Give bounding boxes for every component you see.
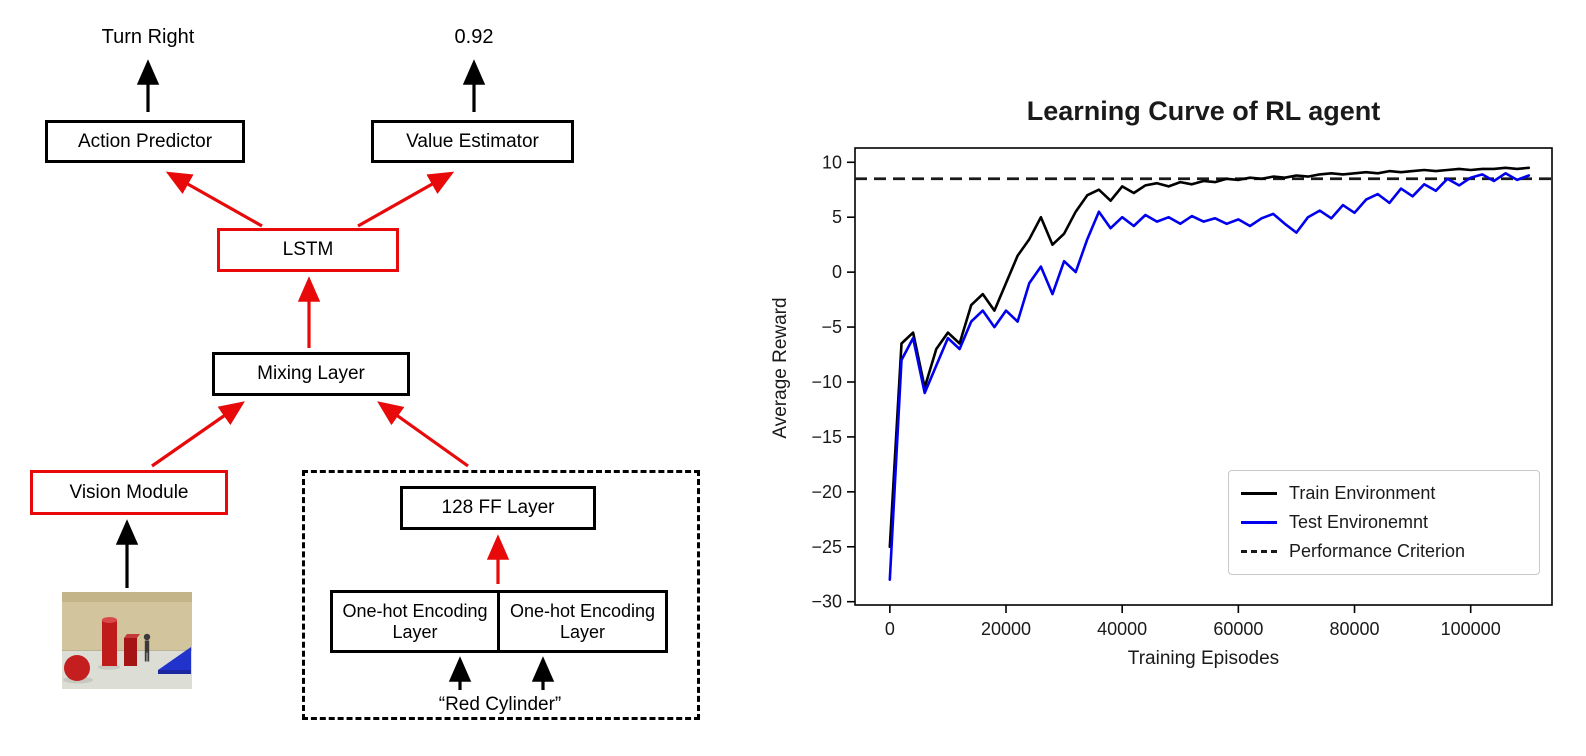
legend-label-train: Train Environment [1289, 483, 1436, 503]
onehot-encoding-right-box: One-hot Encoding Layer [497, 590, 668, 653]
y-tick-label: −25 [811, 537, 842, 557]
language-module-group [302, 470, 700, 720]
vision-to-mixing-arrow [151, 401, 245, 468]
value-output-label: 0.92 [454, 26, 494, 48]
language-to-mixing-arrow [377, 401, 469, 468]
y-tick-label: −15 [811, 427, 842, 447]
ff-layer-box: 128 FF Layer [400, 486, 596, 530]
scene-blue-wedge [158, 647, 191, 670]
onehot-encoding-left-box: One-hot Encoding Layer [330, 590, 500, 653]
value-estimator-box: Value Estimator [371, 120, 574, 163]
lstm-box: LSTM [217, 228, 399, 272]
y-axis-label: Average Reward [770, 297, 791, 439]
series-line-test [888, 171, 1531, 582]
y-tick-label: −30 [811, 592, 842, 612]
legend-label-criterion: Performance Criterion [1289, 541, 1466, 561]
environment-image [62, 592, 192, 689]
chart-legend: Train Environment Test Environemnt Perfo… [1228, 470, 1540, 575]
scene-wall-top-shadow [62, 592, 192, 602]
x-tick-label: 40000 [1097, 619, 1147, 639]
scene-red-cylinder [102, 620, 117, 666]
architecture-diagram: Turn Right 0.92 Action Predictor Value E… [0, 0, 745, 756]
x-tick-label: 0 [885, 619, 895, 639]
legend-label-test: Test Environemnt [1289, 512, 1429, 532]
x-tick-label: 60000 [1213, 619, 1263, 639]
scene-red-sphere [64, 655, 90, 681]
x-tick-label: 80000 [1329, 619, 1379, 639]
lstm-to-value-arrow [357, 171, 455, 228]
scene-person [143, 633, 151, 662]
train-line-swatch [1241, 492, 1277, 495]
mixing-layer-box: Mixing Layer [212, 352, 410, 396]
legend-item-criterion: Performance Criterion [1241, 537, 1527, 566]
legend-item-test: Test Environemnt [1241, 508, 1527, 537]
learning-curve-chart: Learning Curve of RL agent 10 5 0 −5 −10 −15 −… [770, 88, 1582, 738]
series-line-train [888, 166, 1531, 549]
y-tick-label: 10 [822, 152, 842, 172]
x-tick-label: 100000 [1441, 619, 1501, 639]
legend-item-train: Train Environment [1241, 479, 1527, 508]
text-input-label: “Red Cylinder” [438, 694, 562, 715]
test-line-swatch [1241, 521, 1277, 524]
plot-area: 10 5 0 −5 −10 −15 −20 −25 −30 0 20000 40000 60000 800… [811, 147, 1553, 639]
x-tick-label: 20000 [981, 619, 1031, 639]
lstm-to-action-arrow [165, 171, 263, 228]
y-tick-label: 0 [832, 262, 842, 282]
chart-title: Learning Curve of RL agent [1026, 96, 1381, 126]
y-tick-label: −10 [811, 372, 842, 392]
y-tick-label: 5 [832, 207, 842, 227]
environment-scene [62, 592, 192, 689]
x-axis-label: Training Episodes [1127, 648, 1280, 669]
action-output-label: Turn Right [101, 26, 195, 48]
y-tick-label: −5 [821, 317, 842, 337]
vision-module-box: Vision Module [30, 470, 228, 515]
criterion-line-swatch [1241, 550, 1277, 553]
action-predictor-box: Action Predictor [45, 120, 245, 163]
y-tick-label: −20 [811, 482, 842, 502]
scene-red-box [124, 638, 137, 666]
